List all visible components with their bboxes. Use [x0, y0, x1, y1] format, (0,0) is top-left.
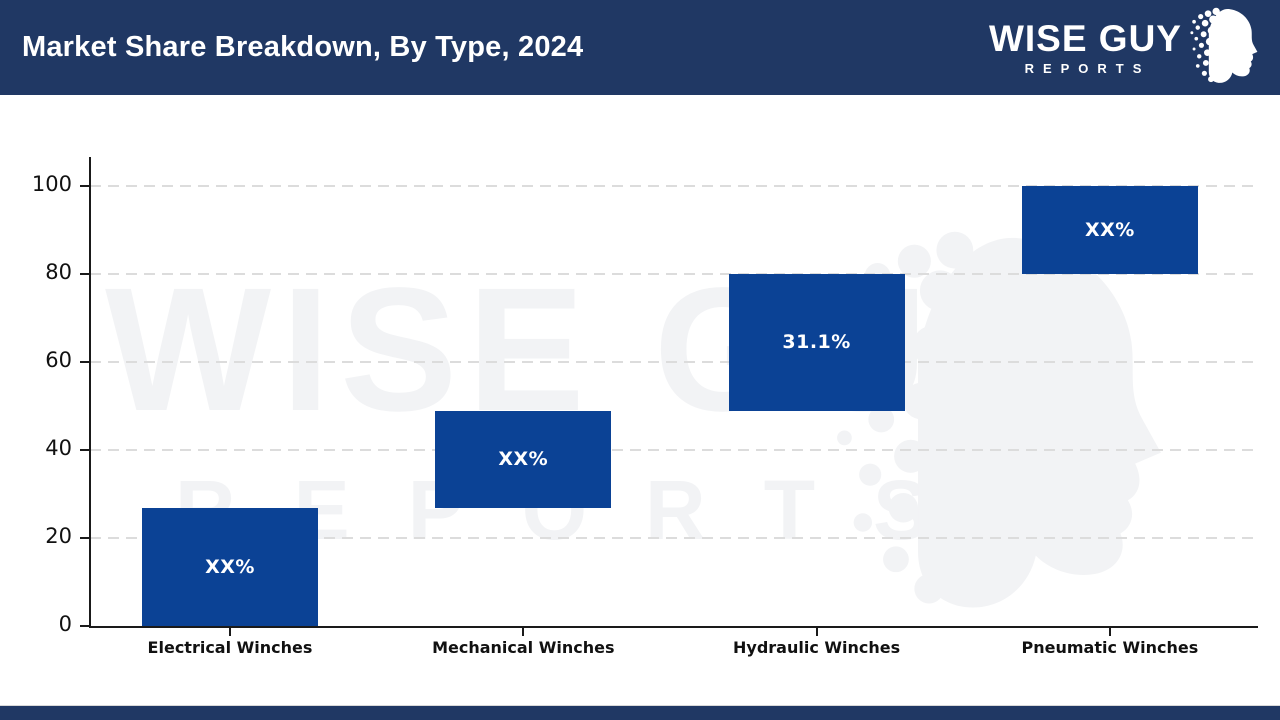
x-tickmark [1108, 628, 1111, 636]
bar-electrical-winches: XX% [142, 508, 318, 626]
bar-value-label: XX% [205, 556, 255, 579]
page-title: Market Share Breakdown, By Type, 2024 [22, 31, 584, 63]
x-tickmark [522, 628, 525, 636]
y-tick-label: 60 [45, 348, 72, 372]
gridline [90, 537, 1257, 539]
bar-hydraulic-winches: 31.1% [728, 274, 905, 411]
bar-value-label: 31.1% [782, 331, 851, 354]
y-tick-label: 20 [45, 524, 72, 548]
y-tick-label: 80 [45, 260, 72, 284]
gridline [90, 361, 1257, 363]
gridline [90, 449, 1257, 451]
y-tickmark [80, 537, 90, 539]
y-tickmark [80, 185, 90, 187]
bar-mechanical-winches: XX% [435, 410, 612, 509]
x-category-label: Mechanical Winches [432, 638, 615, 657]
y-tickmark [80, 625, 90, 627]
footer-bar [0, 705, 1280, 720]
x-category-label: Pneumatic Winches [1021, 638, 1199, 657]
x-category-label: Hydraulic Winches [733, 638, 901, 657]
x-axis-line [89, 626, 1258, 628]
brand-subname: REPORTS [1024, 61, 1151, 76]
y-tickmark [80, 361, 90, 363]
brand-logo: WISE GUY REPORTS [989, 7, 1262, 88]
bar-value-label: XX% [498, 448, 549, 471]
brand-logo-text: WISE GUY REPORTS [989, 20, 1182, 75]
gridline [90, 185, 1257, 187]
y-tick-label: 0 [58, 612, 72, 636]
head-profile-logo-icon [1190, 7, 1258, 83]
x-tickmark [815, 628, 818, 636]
header-bar: Market Share Breakdown, By Type, 2024 WI… [0, 0, 1280, 95]
y-tick-label: 40 [45, 436, 72, 460]
gridline [90, 273, 1257, 275]
y-tick-label: 100 [31, 172, 72, 196]
bar-value-label: XX% [1084, 219, 1135, 241]
y-tickmark [80, 449, 90, 451]
y-tickmark [80, 273, 90, 275]
x-category-label: Electrical Winches [147, 638, 313, 657]
y-axis-line [89, 157, 91, 628]
bar-pneumatic-winches: XX% [1021, 186, 1198, 274]
brand-name: WISE GUY [988, 18, 1182, 59]
x-tickmark [229, 628, 231, 636]
